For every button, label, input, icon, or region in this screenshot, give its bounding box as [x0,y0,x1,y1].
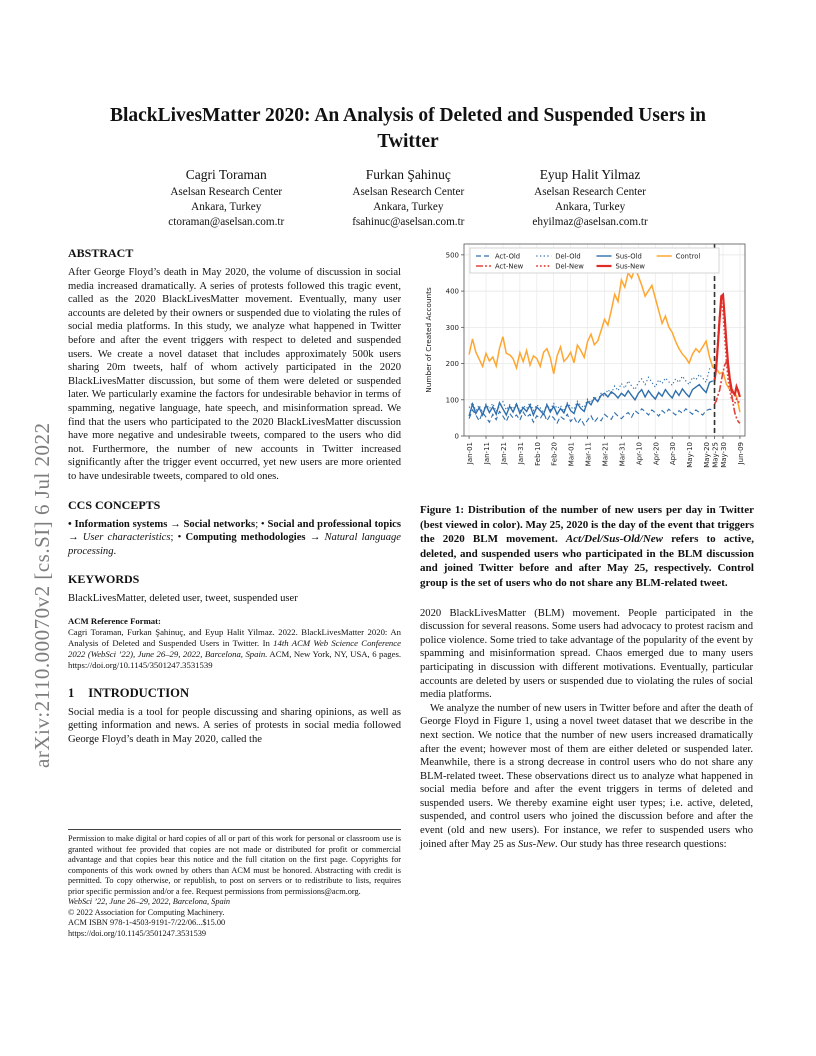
svg-text:Sus-Old: Sus-Old [616,252,642,260]
ccs-heading: CCS CONCEPTS [68,497,161,512]
author-3: Eyup Halit Yilmaz Aselsan Research Cente… [532,167,647,229]
introduction-paragraph: Social media is a tool for people discus… [68,706,401,746]
author-location: Ankara, Turkey [191,200,262,213]
svg-text:Jan-01: Jan-01 [466,442,474,465]
svg-text:Act-Old: Act-Old [495,252,520,260]
svg-text:May-10: May-10 [686,442,694,468]
section-number: 1 [68,685,75,700]
svg-text:Mar-01: Mar-01 [568,442,576,466]
author-2: Furkan Şahinuç Aselsan Research Center A… [352,167,464,229]
svg-text:Feb-10: Feb-10 [534,442,542,466]
svg-text:Del-New: Del-New [555,262,584,270]
isbn-line: ACM ISBN 978-1-4503-9191-7/22/06...$15.0… [68,918,226,927]
author-email[interactable]: ctoraman@aselsan.com.tr [168,215,285,228]
venue-line: WebSci ’22, June 26–29, 2022, Barcelona,… [68,897,231,906]
svg-text:Jan-21: Jan-21 [500,442,508,465]
svg-text:400: 400 [446,288,459,296]
svg-text:100: 100 [446,396,459,404]
ccs-concepts-text: • Information systems → Social networks;… [68,518,401,557]
svg-text:Apr-10: Apr-10 [635,442,643,465]
author-location: Ankara, Turkey [373,200,444,213]
svg-text:Apr-20: Apr-20 [652,442,660,465]
introduction-continued: 2020 BlackLivesMatter (BLM) movement. Pe… [420,607,753,852]
author-name: Furkan Şahinuç [365,167,451,182]
figure1-chart: 0 100 200 300 400 500 Jan-01 Jan-11 Jan-21 Jan-31… [424,243,746,468]
acm-reference-format: ACM Reference Format: Cagri Toraman, Fur… [68,616,401,671]
left-column: ABSTRACT After George Floyd’s death in M… [68,246,401,747]
figure1: 0 100 200 300 400 500 Jan-01 Jan-11 Jan-21 Jan-31… [420,238,754,591]
author-email[interactable]: fsahinuc@aselsan.com.tr [352,215,465,228]
svg-text:Jun-09: Jun-09 [737,442,745,465]
svg-text:Mar-21: Mar-21 [602,442,610,466]
author-affiliation: Aselsan Research Center [352,186,465,198]
keywords-heading: KEYWORDS [68,572,140,587]
copyright-footnote: Permission to make digital or hard copie… [68,829,401,939]
svg-text:500: 500 [446,251,459,259]
svg-text:Act-New: Act-New [495,262,524,270]
svg-text:May-30: May-30 [720,442,728,468]
svg-text:May-25: May-25 [712,442,720,468]
svg-text:200: 200 [446,360,459,368]
section-title: INTRODUCTION [88,685,190,700]
introduction-heading: 1 INTRODUCTION [68,686,401,701]
svg-text:300: 300 [446,324,459,332]
author-name: Cagri Toraman [185,167,267,182]
author-location: Ankara, Turkey [554,200,626,213]
body-paragraph: We analyze the number of new users in Tw… [420,702,753,850]
author-block: Cagri Toraman Aselsan Research Center An… [0,167,816,229]
svg-text:Mar-11: Mar-11 [585,442,593,466]
doi-link[interactable]: https://doi.org/10.1145/3501247.3531539 [68,928,207,938]
paper-title: BlackLivesMatter 2020: An Analysis of De… [109,105,707,152]
author-1: Cagri Toraman Aselsan Research Center An… [168,167,284,229]
right-column: 0 100 200 300 400 500 Jan-01 Jan-11 Jan-21 Jan-31… [420,238,754,852]
arxiv-identifier: arXiv:2110.00070v2 [cs.SI] 6 Jul 2022 [30,422,54,768]
copyright-line: © 2022 Association for Computing Machine… [68,907,225,917]
svg-text:Number of Created Accounts: Number of Created Accounts [424,287,433,393]
acm-reference-text: Cagri Toraman, Furkan Şahinuç, and Eyup … [68,626,402,670]
author-affiliation: Aselsan Research Center [534,186,646,198]
svg-text:Jan-31: Jan-31 [517,442,525,465]
author-email[interactable]: ehyilmaz@aselsan.com.tr [532,215,648,228]
svg-text:Jan-11: Jan-11 [483,442,491,465]
acm-reference-label: ACM Reference Format: [68,615,161,626]
author-name: Eyup Halit Yilmaz [539,167,641,182]
abstract-text: After George Floyd’s death in May 2020, … [68,267,401,482]
permission-text: Permission to make digital or hard copie… [68,834,401,896]
svg-text:Apr-30: Apr-30 [669,442,677,465]
keywords-text: BlackLivesMatter, deleted user, tweet, s… [68,593,298,605]
body-paragraph: 2020 BlackLivesMatter (BLM) movement. Pe… [420,607,753,701]
figure1-caption: Figure 1: Distribution of the number of … [420,504,755,589]
svg-text:May-20: May-20 [703,442,711,468]
svg-text:Feb-20: Feb-20 [551,442,559,466]
svg-text:Sus-New: Sus-New [616,262,646,270]
svg-text:0: 0 [455,433,459,441]
svg-text:Mar-31: Mar-31 [618,442,626,466]
svg-text:Control: Control [676,252,701,260]
abstract-heading: ABSTRACT [68,246,134,260]
svg-text:Del-Old: Del-Old [555,252,581,260]
author-affiliation: Aselsan Research Center [170,186,283,198]
